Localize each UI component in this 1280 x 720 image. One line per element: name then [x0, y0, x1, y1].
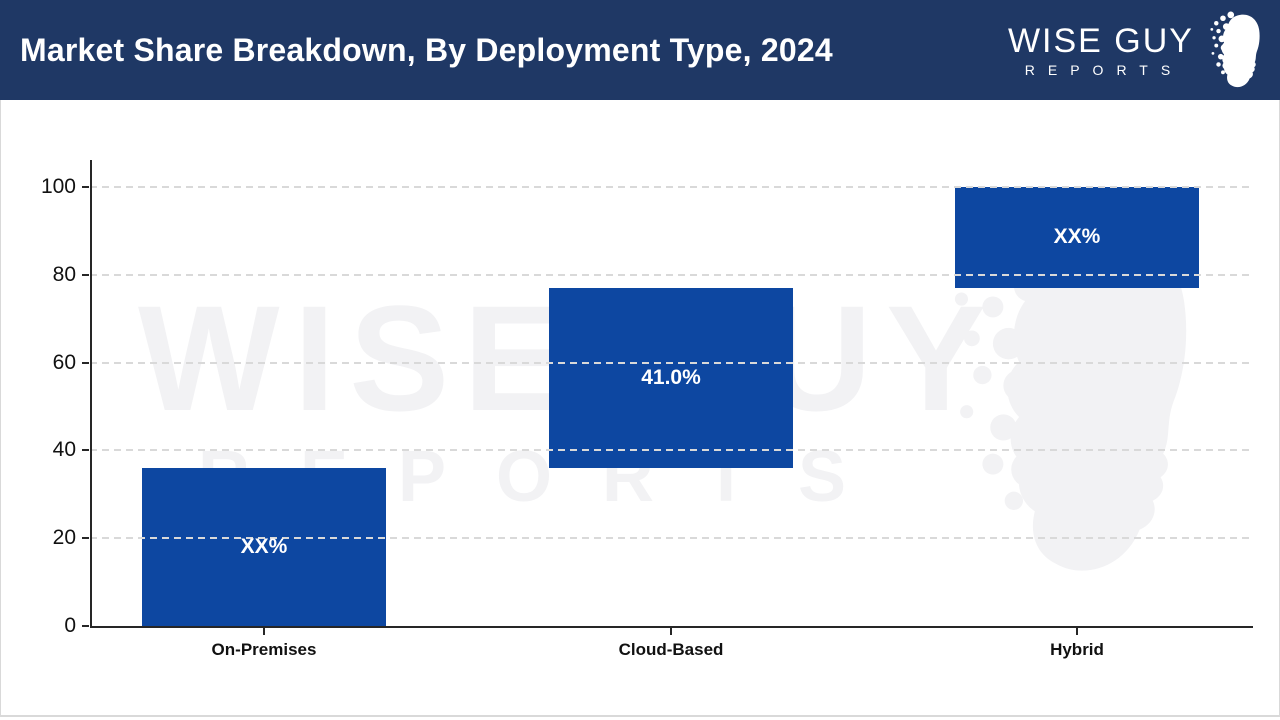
x-tick-2 — [1076, 628, 1078, 635]
y-tick-100 — [82, 186, 89, 188]
bottom-hairline — [0, 715, 1280, 717]
brand-subname: REPORTS — [1024, 61, 1184, 78]
header-band: Market Share Breakdown, By Deployment Ty… — [0, 0, 1280, 100]
brand-logo-text: WISE GUY REPORTS — [1008, 24, 1194, 77]
y-tick-label-80: 80 — [52, 262, 76, 286]
y-tick-40 — [82, 449, 89, 452]
brand-logo: WISE GUY REPORTS — [1008, 0, 1266, 100]
bar-hybrid — [955, 187, 1199, 288]
y-tick-60 — [82, 361, 89, 364]
y-tick-0 — [82, 625, 89, 627]
y-tick-80 — [82, 273, 89, 276]
y-tick-label-40: 40 — [52, 438, 76, 462]
y-axis-spine — [90, 160, 92, 628]
x-category-label-1: Cloud-Based — [618, 640, 724, 659]
bar-value-label-2: 41.0% — [641, 365, 701, 389]
y-tick-label-100: 100 — [40, 175, 76, 198]
left-hairline — [0, 100, 1, 717]
gridline-60 — [90, 361, 1253, 364]
y-tick-label-20: 20 — [52, 526, 76, 550]
y-tick-20 — [82, 537, 89, 540]
x-category-label-2: Hybrid — [1050, 640, 1104, 659]
brand-name: WISE GUY — [1007, 21, 1194, 60]
y-tick-label-60: 60 — [52, 350, 76, 374]
gridline-20 — [90, 537, 1253, 540]
gridline-100 — [90, 186, 1253, 188]
gridline-80 — [90, 273, 1253, 276]
y-tick-label-0: 0 — [64, 614, 76, 637]
bar-value-label-3: XX% — [1053, 225, 1101, 249]
x-axis-spine — [90, 626, 1253, 628]
gridline-40 — [90, 449, 1253, 452]
bar-cloud-based — [549, 287, 793, 468]
bar-value-label-1: XX% — [240, 534, 288, 558]
x-category-label-0: On-Premises — [211, 640, 317, 659]
brand-face-icon — [1210, 11, 1260, 88]
x-tick-0 — [263, 628, 265, 635]
chart-title: Market Share Breakdown, By Deployment Ty… — [20, 31, 833, 68]
bar-on-premises — [142, 467, 386, 626]
x-tick-1 — [670, 628, 672, 635]
